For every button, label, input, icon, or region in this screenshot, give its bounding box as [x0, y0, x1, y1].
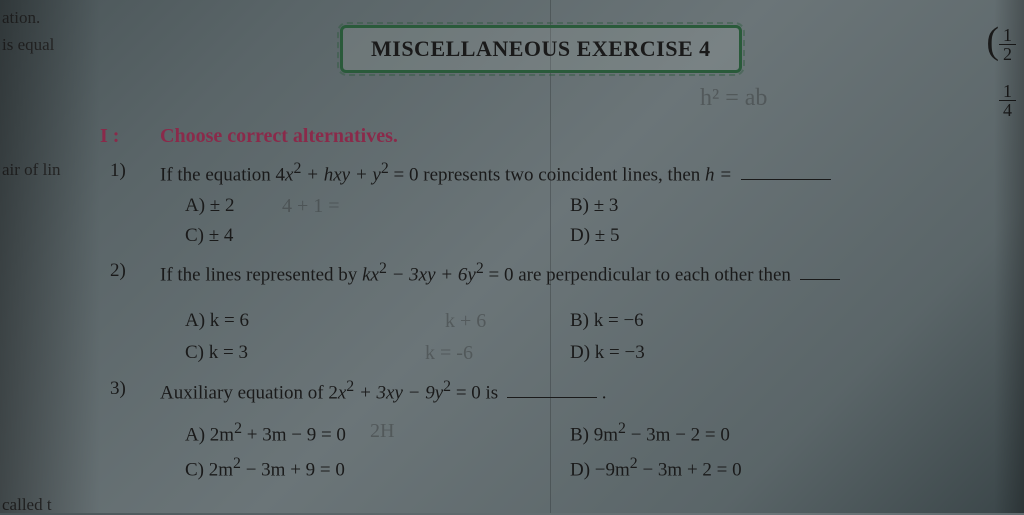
q3-number: 3) — [110, 378, 126, 400]
cut-text-2: is equal — [2, 35, 54, 55]
q2-option-c: C) k = 3 — [185, 342, 248, 364]
section-heading: Choose correct alternatives. — [160, 125, 398, 148]
section-number: I : — [100, 125, 119, 148]
q1-text: If the equation 4x2 + hxy + y2 = 0 repre… — [160, 160, 1010, 186]
q1-option-a: A) ± 2 — [185, 195, 234, 217]
cut-text-4: called t — [2, 495, 52, 515]
q1-option-c: C) ± 4 — [185, 225, 233, 247]
right-shadow — [994, 0, 1024, 513]
exercise-banner: MISCELLANEOUS EXERCISE 4 — [340, 25, 742, 73]
q1-option-d: D) ± 5 — [570, 225, 619, 247]
left-shadow — [0, 0, 100, 513]
q2-option-d: D) k = −3 — [570, 342, 645, 364]
q3-option-a: A) 2m2 + 3m − 9 = 0 — [185, 420, 346, 446]
q1-number: 1) — [110, 160, 126, 182]
q3-option-b: B) 9m2 − 3m − 2 = 0 — [570, 420, 730, 446]
exercise-title: MISCELLANEOUS EXERCISE 4 — [371, 36, 711, 61]
pencil-note-q3: 2H — [370, 420, 394, 443]
pencil-note-top: h² = ab — [700, 85, 767, 112]
q1-option-b: B) ± 3 — [570, 195, 618, 217]
q2-number: 2) — [110, 260, 126, 282]
pencil-note-q2a: k + 6 — [445, 310, 486, 333]
page-fold-line — [550, 0, 551, 513]
q3-option-c: C) 2m2 − 3m + 9 = 0 — [185, 455, 345, 481]
q2-option-b: B) k = −6 — [570, 310, 644, 332]
q2-text: If the lines represented by kx2 − 3xy + … — [160, 260, 1020, 286]
cut-text-3: air of lin — [2, 160, 61, 180]
margin-fraction-1: (12 — [986, 25, 1016, 63]
pencil-note-q2b: k = -6 — [425, 342, 473, 365]
margin-fraction-2: 14 — [999, 82, 1016, 119]
pencil-note-q1: 4 + 1 = — [282, 195, 340, 218]
q3-option-d: D) −9m2 − 3m + 2 = 0 — [570, 455, 742, 481]
q2-option-a: A) k = 6 — [185, 310, 249, 332]
q3-text: Auxiliary equation of 2x2 + 3xy − 9y2 = … — [160, 378, 960, 404]
cut-text-1: ation. — [2, 8, 40, 28]
